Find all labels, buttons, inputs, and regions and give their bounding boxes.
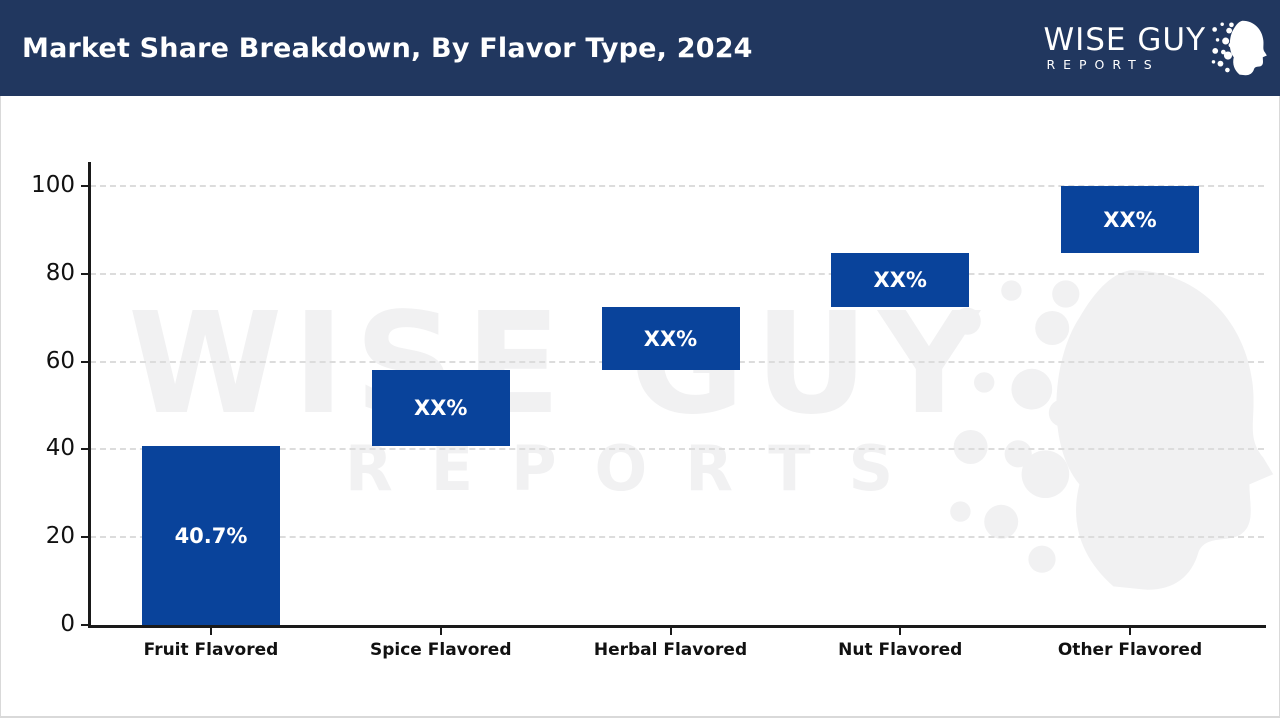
y-axis-tick-80 (81, 272, 90, 275)
x-axis-category-label-other-flavored: Other Flavored (1057, 640, 1203, 660)
logo-line-reports: REPORTS (1046, 56, 1160, 72)
x-axis-tick-other-flavored (1129, 627, 1131, 635)
left-border-line (0, 96, 1, 717)
y-axis-tick-0 (81, 624, 90, 626)
wiseguy-logo: WISE GUY REPORTS (1043, 6, 1268, 90)
y-axis-label-80: 80 (45, 259, 75, 286)
y-axis-label-0: 0 (60, 611, 75, 637)
bar-nut-flavored: XX% (831, 253, 970, 307)
y-axis-tick-40 (81, 448, 90, 451)
gridline-40 (90, 448, 1264, 451)
header-band: Market Share Breakdown, By Flavor Type, … (0, 0, 1280, 96)
gridline-20 (90, 536, 1264, 539)
y-axis-tick-60 (81, 360, 90, 363)
wiseguy-face-icon (1211, 20, 1267, 76)
watermark-text-wise-guy: WISE GUY (128, 283, 990, 446)
x-axis-tick-nut-flavored (899, 627, 902, 635)
bar-herbal-flavored: XX% (601, 306, 740, 371)
x-axis-tick-spice-flavored (439, 627, 442, 635)
bar-value-label-spice-flavored: XX% (414, 396, 468, 421)
x-axis-category-label-fruit-flavored: Fruit Flavored (143, 640, 279, 660)
x-axis-tick-fruit-flavored (210, 627, 212, 635)
y-axis-tick-100 (81, 185, 90, 187)
bottom-border-line (0, 716, 1280, 718)
x-axis-tick-herbal-flavored (669, 627, 672, 635)
x-axis-category-label-spice-flavored: Spice Flavored (369, 640, 512, 660)
bar-value-label-herbal-flavored: XX% (643, 326, 698, 351)
gridline-100 (90, 185, 1264, 187)
y-axis-label-20: 20 (45, 523, 75, 550)
y-axis-label-100: 100 (31, 172, 75, 198)
y-axis-label-60: 60 (45, 347, 75, 374)
x-axis-line (88, 625, 1266, 628)
y-axis-tick-20 (81, 536, 90, 539)
bar-spice-flavored: XX% (371, 370, 510, 447)
logo-line-wise-guy: WISE GUY (1043, 21, 1206, 58)
x-axis-category-label-herbal-flavored: Herbal Flavored (593, 640, 748, 660)
bar-other-flavored: XX% (1061, 186, 1199, 254)
x-axis-category-label-nut-flavored: Nut Flavored (838, 640, 963, 660)
gridline-80 (90, 272, 1264, 275)
bar-value-label-nut-flavored: XX% (873, 267, 927, 292)
bar-fruit-flavored: 40.7% (142, 446, 280, 625)
wiseguy-logo-wordmark: WISE GUY REPORTS (1043, 21, 1206, 72)
bar-value-label-fruit-flavored: 40.7% (174, 523, 248, 548)
watermark-text-reports: REPORTS (345, 432, 932, 505)
watermark-face-icon (950, 270, 1274, 590)
y-axis-line (88, 162, 91, 627)
chart-title: Market Share Breakdown, By Flavor Type, … (22, 32, 753, 64)
y-axis-label-40: 40 (45, 435, 75, 462)
bar-value-label-other-flavored: XX% (1103, 207, 1157, 232)
